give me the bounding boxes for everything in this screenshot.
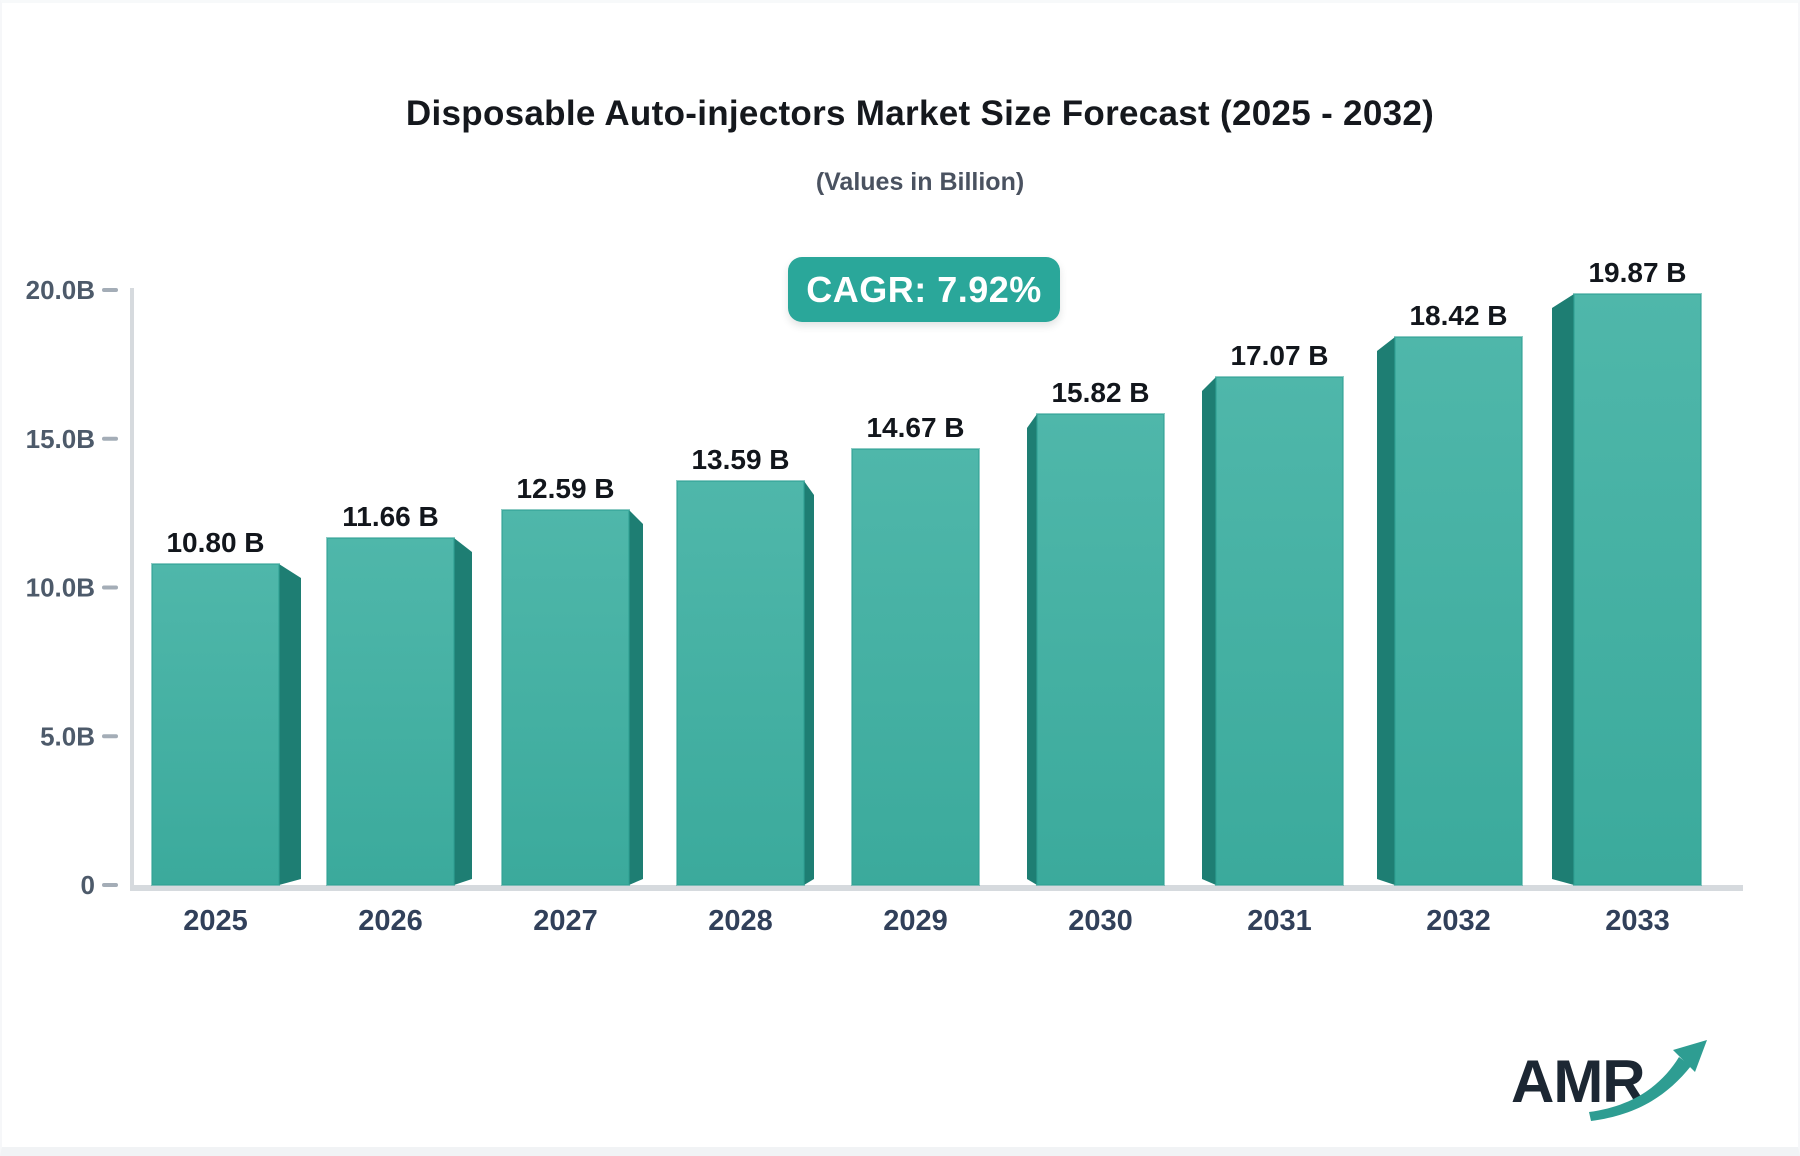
bar-2029: 14.67 B 2029 [851, 412, 980, 937]
y-axis-label: 20.0B [26, 275, 95, 305]
bar-side-face [454, 538, 472, 885]
x-axis-label: 2027 [533, 905, 598, 937]
bar-value-label: 12.59 B [516, 473, 614, 504]
bar-value-label: 13.59 B [691, 444, 789, 475]
growth-arrow-head-icon [1673, 1040, 1707, 1072]
bar-side-face [804, 481, 814, 885]
bar-2028: 13.59 B 2028 [676, 444, 814, 937]
x-axis-label: 2031 [1247, 905, 1312, 937]
y-tick-0 [102, 883, 118, 887]
bar-side-face [1552, 294, 1574, 885]
bar-side-face [629, 510, 643, 885]
bar-value-label: 17.07 B [1230, 340, 1328, 371]
bar-side-face [1377, 337, 1395, 885]
x-axis-label: 2030 [1068, 905, 1133, 937]
bar-2027: 12.59 B 2027 [501, 473, 643, 937]
bar-front-face [1573, 293, 1702, 886]
bar-value-label: 18.42 B [1409, 300, 1507, 331]
amr-logo: AMR [1511, 1040, 1707, 1121]
bar-front-face [676, 480, 805, 886]
x-axis-label: 2028 [708, 905, 773, 937]
bar-value-label: 11.66 B [342, 501, 439, 532]
bar-value-label: 15.82 B [1051, 377, 1149, 408]
chart-subtitle: (Values in Billion) [815, 168, 1025, 196]
x-axis-label: 2026 [358, 905, 423, 937]
x-axis-label: 2033 [1605, 905, 1670, 937]
bar-front-face [151, 563, 280, 886]
bar-2026: 11.66 B 2026 [326, 501, 472, 937]
bar-side-face [279, 564, 301, 885]
bar-front-face [1394, 336, 1523, 886]
bar-front-face [1215, 376, 1344, 886]
y-axis-line [130, 288, 134, 891]
bar-2030: 15.82 B 2030 [1027, 377, 1165, 937]
bar-2032: 18.42 B 2032 [1377, 300, 1523, 937]
y-axis-label: 5.0B [40, 721, 95, 751]
bar-value-label: 19.87 B [1588, 257, 1686, 288]
x-axis-line [130, 885, 1743, 891]
bar-side-face [1202, 377, 1216, 885]
bar-2031: 17.07 B 2031 [1202, 340, 1344, 937]
y-axis-label: 15.0B [26, 424, 95, 454]
bar-front-face [501, 509, 630, 886]
y-axis-label: 10.0B [26, 573, 95, 603]
bar-side-face [1027, 414, 1037, 885]
bar-value-label: 14.67 B [866, 412, 964, 443]
bar-value-label: 10.80 B [166, 527, 264, 558]
growth-arrow-icon [1589, 1057, 1691, 1121]
bar-front-face [326, 537, 455, 886]
x-axis-label: 2029 [883, 905, 948, 937]
y-tick-15.0B [102, 436, 118, 441]
y-axis-label: 0 [81, 870, 95, 900]
chart-title: Disposable Auto-injectors Market Size Fo… [405, 94, 1435, 133]
x-axis-label: 2025 [183, 905, 248, 937]
y-tick-20.0B [102, 288, 118, 292]
x-axis-label: 2032 [1426, 905, 1491, 937]
bar-2033: 19.87 B 2033 [1552, 257, 1702, 937]
cagr-badge: CAGR: 7.92% [788, 257, 1060, 322]
bar-front-face [851, 448, 980, 886]
bar-2025: 10.80 B 2025 [151, 527, 301, 937]
y-tick-10.0B [102, 585, 118, 590]
bar-front-face [1036, 413, 1165, 886]
y-tick-5.0B [102, 734, 118, 739]
